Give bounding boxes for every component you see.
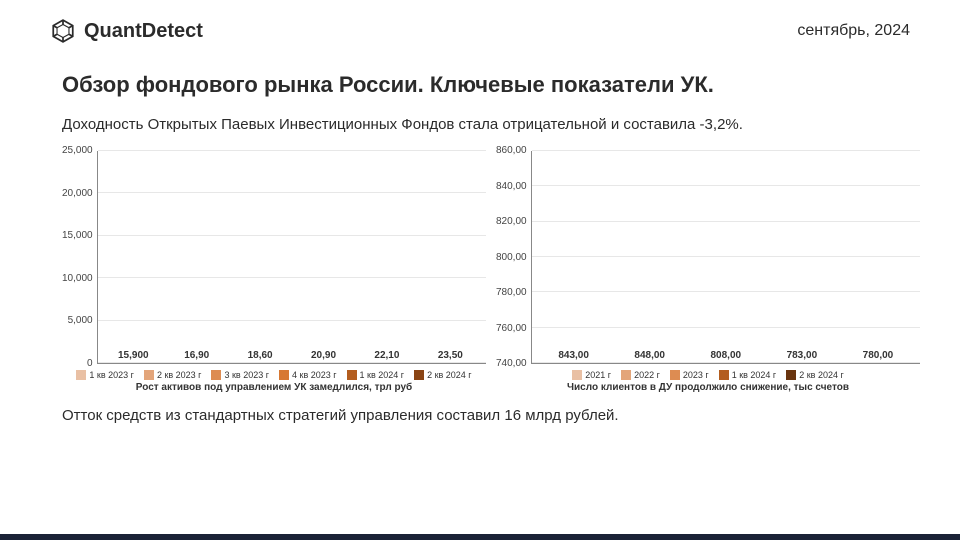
bottom-accent-bar: [0, 534, 960, 540]
legend-item: 2021 г: [572, 370, 611, 380]
legend-label: 1 кв 2024 г: [360, 370, 405, 380]
legend-label: 2 кв 2023 г: [157, 370, 202, 380]
legend-label: 4 кв 2023 г: [292, 370, 337, 380]
legend-swatch: [347, 370, 357, 380]
grid-line: [98, 277, 486, 278]
grid-line: [532, 221, 920, 222]
bar-value-label: 15,900: [118, 350, 149, 361]
legend-label: 3 кв 2023 г: [224, 370, 269, 380]
chart-assets-growth: 25,00020,00015,00010,0005,0000 15,900 16,…: [62, 151, 486, 393]
legend-label: 2023 г: [683, 370, 709, 380]
legend-right: 2021 г 2022 г 2023 г 1 кв 2024 г 2 кв 2024 г: [496, 370, 920, 380]
y-axis-right: 860,00840,00820,00800,00780,00760,00740,…: [496, 151, 531, 364]
report-date: сентябрь, 2024: [797, 22, 910, 40]
grid-line: [98, 235, 486, 236]
legend-swatch: [144, 370, 154, 380]
y-axis-left: 25,00020,00015,00010,0005,0000: [62, 151, 97, 364]
legend-item: 3 кв 2023 г: [211, 370, 269, 380]
charts-row: 25,00020,00015,00010,0005,0000 15,900 16,…: [0, 133, 960, 393]
legend-left: 1 кв 2023 г 2 кв 2023 г 3 кв 2023 г 4 кв 20…: [62, 370, 486, 380]
bar-value-label: 848,00: [634, 350, 665, 361]
legend-label: 2021 г: [585, 370, 611, 380]
bar-value-label: 22,10: [374, 350, 399, 361]
legend-item: 1 кв 2024 г: [719, 370, 777, 380]
legend-swatch: [786, 370, 796, 380]
legend-item: 2 кв 2023 г: [144, 370, 202, 380]
legend-label: 1 кв 2024 г: [732, 370, 777, 380]
header: QuantDetect сентябрь, 2024: [0, 0, 960, 44]
legend-item: 1 кв 2023 г: [76, 370, 134, 380]
chart-plot-right: 860,00840,00820,00800,00780,00760,00740,…: [496, 151, 920, 364]
legend-item: 2 кв 2024 г: [414, 370, 472, 380]
bar-value-label: 20,90: [311, 350, 336, 361]
legend-label: 1 кв 2023 г: [89, 370, 134, 380]
bar-value-label: 18,60: [248, 350, 273, 361]
page-subtitle: Доходность Открытых Паевых Инвестиционны…: [0, 98, 960, 133]
legend-swatch: [719, 370, 729, 380]
grid-line: [532, 362, 920, 363]
bar-value-label: 808,00: [710, 350, 741, 361]
legend-item: 2022 г: [621, 370, 660, 380]
page-title: Обзор фондового рынка России. Ключевые п…: [0, 44, 960, 98]
legend-swatch: [211, 370, 221, 380]
grid-line: [532, 185, 920, 186]
grid-line: [98, 192, 486, 193]
grid-line: [98, 320, 486, 321]
legend-label: 2 кв 2024 г: [427, 370, 472, 380]
grid-line: [532, 327, 920, 328]
bars-area-left: 15,900 16,90 18,60 20,90 22,10 23,50: [97, 151, 486, 364]
legend-item: 4 кв 2023 г: [279, 370, 337, 380]
bar-value-label: 23,50: [438, 350, 463, 361]
bar-value-label: 843,00: [558, 350, 589, 361]
bar-value-label: 780,00: [863, 350, 894, 361]
grid-line: [532, 291, 920, 292]
brand-name: QuantDetect: [84, 20, 203, 43]
chart-plot-left: 25,00020,00015,00010,0005,0000 15,900 16,…: [62, 151, 486, 364]
brand-logo: QuantDetect: [50, 18, 203, 44]
grid-line: [98, 150, 486, 151]
bar-value-label: 16,90: [184, 350, 209, 361]
bar-value-label: 783,00: [787, 350, 818, 361]
footer-note: Отток средств из стандартных стратегий у…: [0, 393, 960, 424]
bars-area-right: 843,00 848,00 808,00 783,00 780,00: [531, 151, 920, 364]
legend-label: 2 кв 2024 г: [799, 370, 844, 380]
chart-caption-left: Рост активов под управлением УК замедлил…: [62, 382, 486, 393]
legend-swatch: [414, 370, 424, 380]
chart-caption-right: Число клиентов в ДУ продолжило снижение,…: [496, 382, 920, 393]
grid-line: [98, 362, 486, 363]
legend-label: 2022 г: [634, 370, 660, 380]
legend-swatch: [76, 370, 86, 380]
legend-swatch: [621, 370, 631, 380]
legend-swatch: [572, 370, 582, 380]
grid-line: [532, 150, 920, 151]
chart-clients-count: 860,00840,00820,00800,00780,00760,00740,…: [496, 151, 920, 393]
legend-swatch: [279, 370, 289, 380]
legend-swatch: [670, 370, 680, 380]
legend-item: 2 кв 2024 г: [786, 370, 844, 380]
legend-item: 1 кв 2024 г: [347, 370, 405, 380]
hexagon-icon: [50, 18, 76, 44]
legend-item: 2023 г: [670, 370, 709, 380]
grid-line: [532, 256, 920, 257]
